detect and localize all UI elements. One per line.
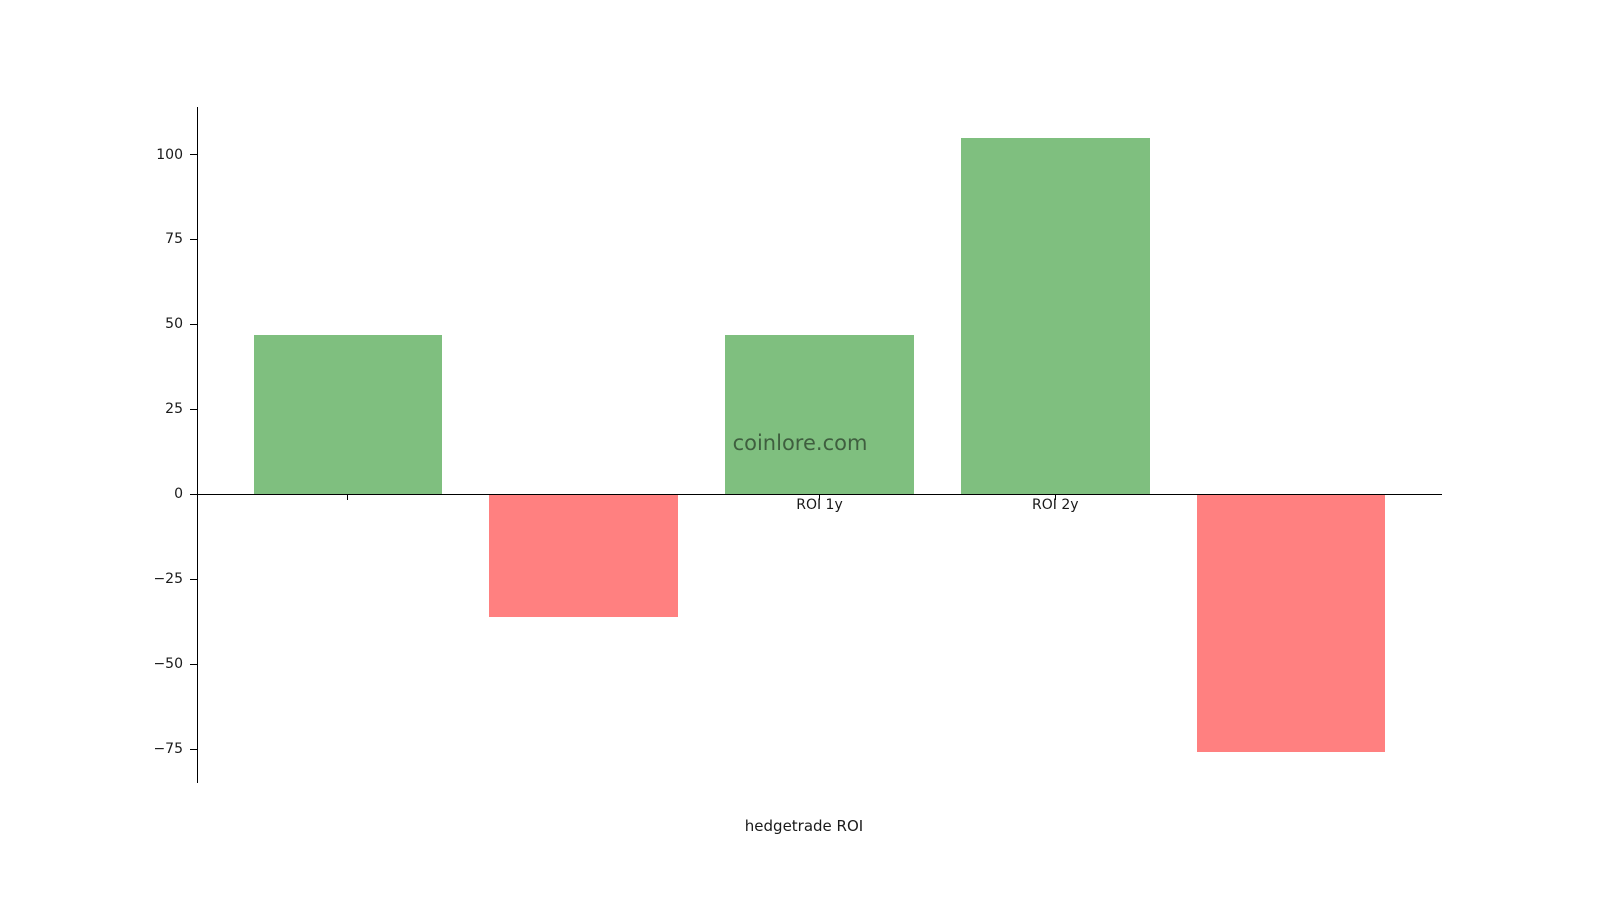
y-tick-mark: [190, 493, 197, 495]
y-tick-mark: [190, 748, 197, 750]
y-tick-mark: [190, 408, 197, 410]
bar-4: [960, 137, 1150, 495]
y-tick-label: 75: [165, 231, 183, 248]
y-tick-label: −75: [153, 741, 183, 758]
y-tick-label: −50: [153, 656, 183, 673]
y-tick-label: 25: [165, 401, 183, 418]
watermark: coinlore.com: [732, 431, 868, 455]
y-axis-line: [197, 107, 198, 783]
x-tick-label: ROI 2y: [1032, 497, 1079, 514]
y-tick-label: −25: [153, 571, 183, 588]
y-tick-mark: [190, 663, 197, 665]
x-tick-mark: [1054, 494, 1056, 501]
y-tick-label: 0: [174, 486, 183, 503]
y-tick-mark: [190, 154, 197, 156]
x-tick-mark: [347, 494, 349, 501]
bar-3: [725, 334, 914, 495]
chart-title: hedgetrade ROI: [744, 817, 864, 835]
x-axis-line: [197, 493, 1442, 495]
y-tick-label: 100: [156, 146, 183, 163]
y-tick-mark: [190, 578, 197, 580]
y-tick-label: 50: [165, 316, 183, 333]
bar-2: [489, 494, 678, 617]
bar-1: [253, 334, 443, 495]
y-tick-mark: [190, 238, 197, 240]
x-tick-label: ROI 1y: [796, 497, 843, 514]
x-tick-mark: [819, 494, 820, 501]
y-tick-mark: [190, 323, 197, 325]
bar-5: [1196, 494, 1386, 753]
